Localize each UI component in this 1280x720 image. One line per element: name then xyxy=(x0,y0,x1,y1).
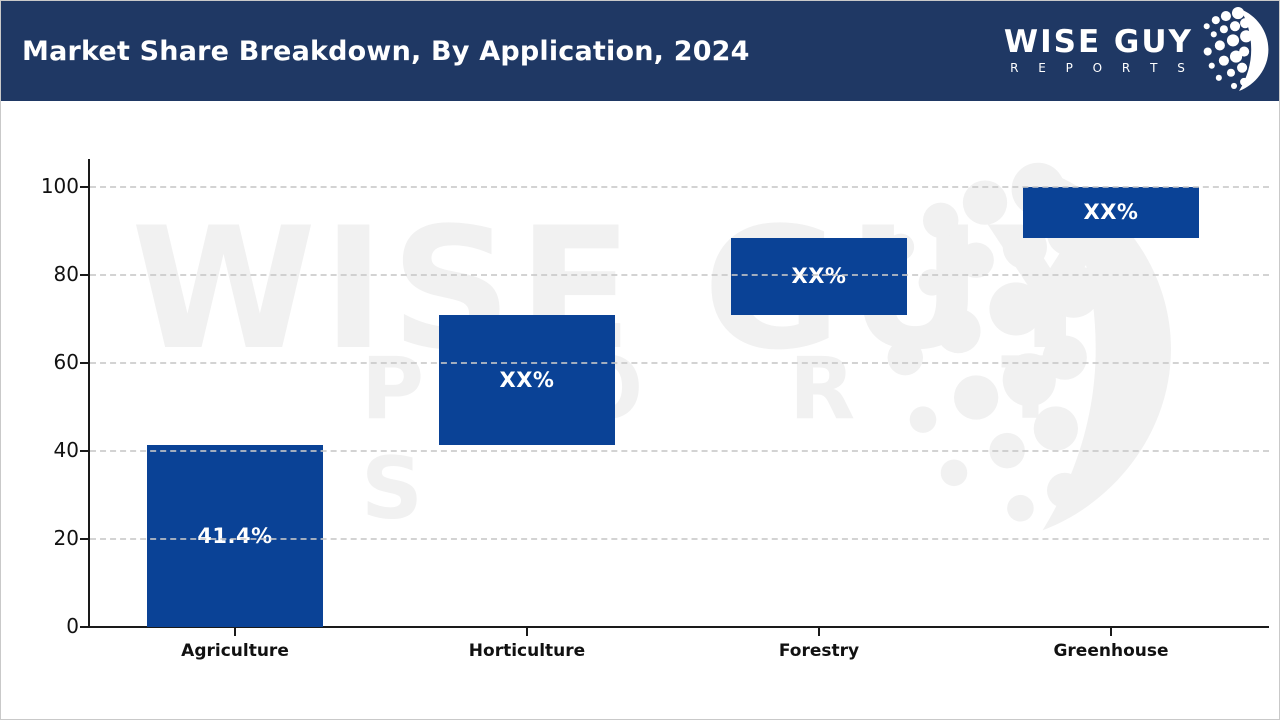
x-tick xyxy=(526,628,528,636)
x-tick xyxy=(1110,628,1112,636)
y-tick-label-40: 40 xyxy=(53,438,79,462)
brand-face-icon xyxy=(1203,7,1269,91)
bar-greenhouse: XX% xyxy=(1023,187,1199,238)
x-axis-line xyxy=(88,626,1269,628)
x-tick xyxy=(818,628,820,636)
y-tick xyxy=(80,450,88,452)
brand-name: WISE GUY xyxy=(1003,23,1193,60)
brand-subname: R E P O R T S xyxy=(1010,61,1193,76)
x-tick-label-forestry: Forestry xyxy=(778,641,860,661)
bar-agriculture: 41.4% xyxy=(147,444,323,627)
x-tick xyxy=(234,628,236,636)
y-tick xyxy=(80,274,88,276)
x-tick-label-horticulture: Horticulture xyxy=(468,641,586,661)
gridline-20 xyxy=(90,538,1269,540)
y-tick xyxy=(80,186,88,188)
bar-horticulture: XX% xyxy=(439,314,615,445)
brand-logo: WISE GUY R E P O R T S xyxy=(1004,7,1269,93)
header-bar: Market Share Breakdown, By Application, … xyxy=(1,1,1279,101)
bar-forestry: XX% xyxy=(731,237,907,315)
y-tick-label-100: 100 xyxy=(40,174,79,198)
y-tick xyxy=(80,362,88,364)
y-tick-label-80: 80 xyxy=(53,262,79,286)
bar-value-label: 41.4% xyxy=(197,523,273,548)
gridline-80 xyxy=(90,274,1269,276)
x-tick-label-greenhouse: Greenhouse xyxy=(1053,641,1169,661)
y-tick-label-20: 20 xyxy=(53,526,79,550)
bar-value-label: XX% xyxy=(791,264,847,289)
y-tick-label-0: 0 xyxy=(66,614,79,638)
bar-value-label: XX% xyxy=(1083,200,1139,225)
brand-logo-text: WISE GUY R E P O R T S xyxy=(1004,25,1193,75)
y-tick xyxy=(80,626,88,628)
x-tick-label-agriculture: Agriculture xyxy=(181,641,289,661)
chart-title: Market Share Breakdown, By Application, … xyxy=(22,35,750,67)
y-tick-label-60: 60 xyxy=(53,350,79,374)
gridline-40 xyxy=(90,450,1269,452)
y-axis-line xyxy=(88,159,90,628)
bar-value-label: XX% xyxy=(499,367,555,392)
y-tick xyxy=(80,538,88,540)
gridline-100 xyxy=(90,186,1269,188)
gridline-60 xyxy=(90,362,1269,364)
plot-area: 41.4% Agriculture XX% Horticulture XX% Forest… xyxy=(1,101,1279,718)
